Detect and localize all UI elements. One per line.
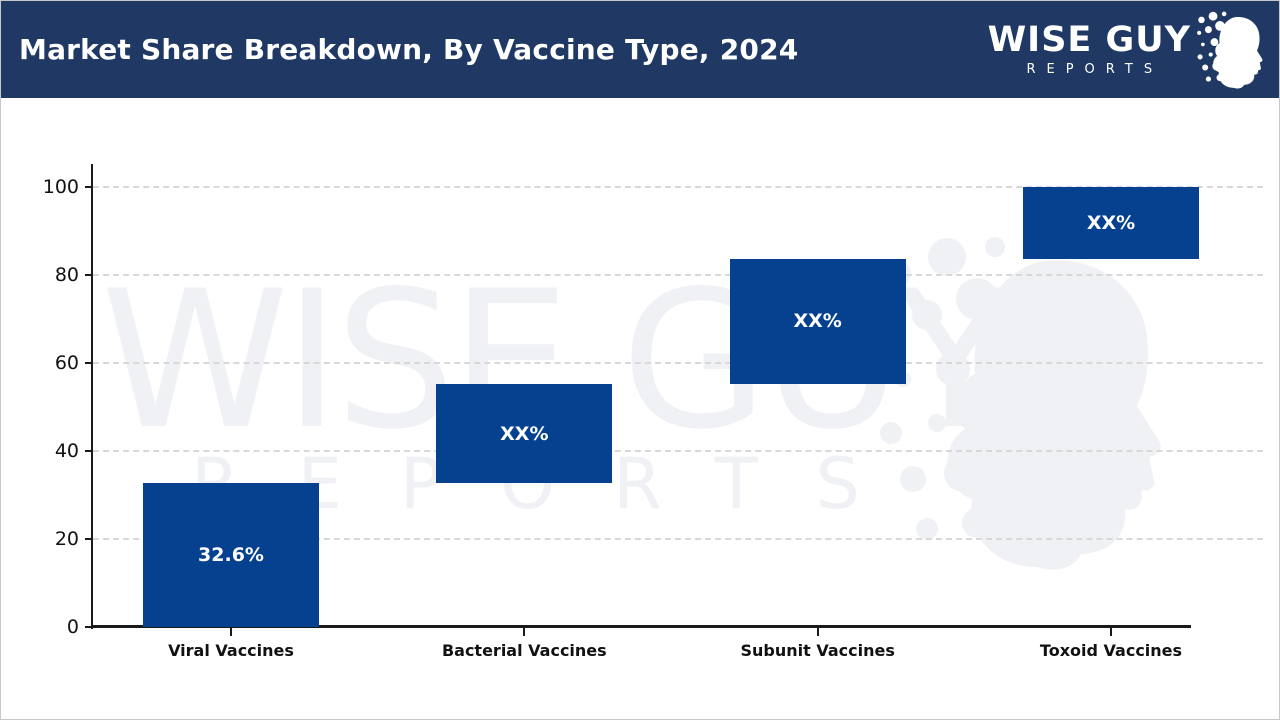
bar-bacterial-vaccines: XX% [436,383,613,484]
wiseguy-logo: WISE GUY REPORTS [988,10,1269,89]
watermark-face-icon [878,237,1161,570]
chart-plot-area: WISE GUY REPORTS 0 20 40 60 80 100 32.6% XX% XX… [1,98,1279,719]
x-axis-category-label-viral-vaccines: Viral Vaccines [168,641,294,660]
logo-subtitle: REPORTS [1026,61,1164,77]
x-axis-tick [230,628,232,636]
logo-wordmark: WISE GUY [987,19,1191,60]
y-axis-tick-label: 20 [54,527,79,550]
x-axis-category-label-subunit-vaccines: Subunit Vaccines [740,641,895,660]
y-axis-tick-label: 40 [54,439,79,462]
x-axis-tick [816,628,819,636]
gridline-40 [93,449,1263,452]
logo-text: WISE GUY REPORTS [987,19,1191,77]
gridline-60 [93,361,1263,364]
header-banner: Market Share Breakdown, By Vaccine Type,… [1,1,1279,98]
y-axis-line [91,164,93,629]
bar-viral-vaccines: 32.6% [143,483,319,627]
y-axis-tick [85,361,93,364]
x-axis-line [91,625,1191,628]
gridline-100 [93,185,1263,188]
bar-value-label: 32.6% [198,544,264,567]
y-axis-tick [85,626,93,628]
y-axis-tick [85,449,93,452]
x-axis-category-label-bacterial-vaccines: Bacterial Vaccines [441,641,607,660]
bar-subunit-vaccines: XX% [729,258,906,384]
y-axis-tick-label: 80 [54,263,79,286]
bar-toxoid-vaccines: XX% [1022,186,1199,259]
gridline-80 [93,273,1263,276]
x-axis-category-label-toxoid-vaccines: Toxoid Vaccines [1039,641,1183,660]
y-axis-tick-label: 0 [66,616,79,638]
y-axis-tick [85,273,93,276]
x-axis-tick [1109,628,1112,636]
page-title: Market Share Breakdown, By Vaccine Type,… [19,33,799,66]
gridline-20 [93,537,1263,540]
y-axis-tick [85,537,93,540]
logo-face-icon [1197,11,1263,89]
bar-value-label: XX% [500,422,549,445]
bar-value-label: XX% [1086,211,1136,234]
y-axis-tick-label: 60 [54,351,79,374]
y-axis-tick [85,185,93,188]
bar-value-label: XX% [793,310,842,333]
x-axis-tick [523,628,526,636]
y-axis-tick-label: 100 [42,175,79,198]
